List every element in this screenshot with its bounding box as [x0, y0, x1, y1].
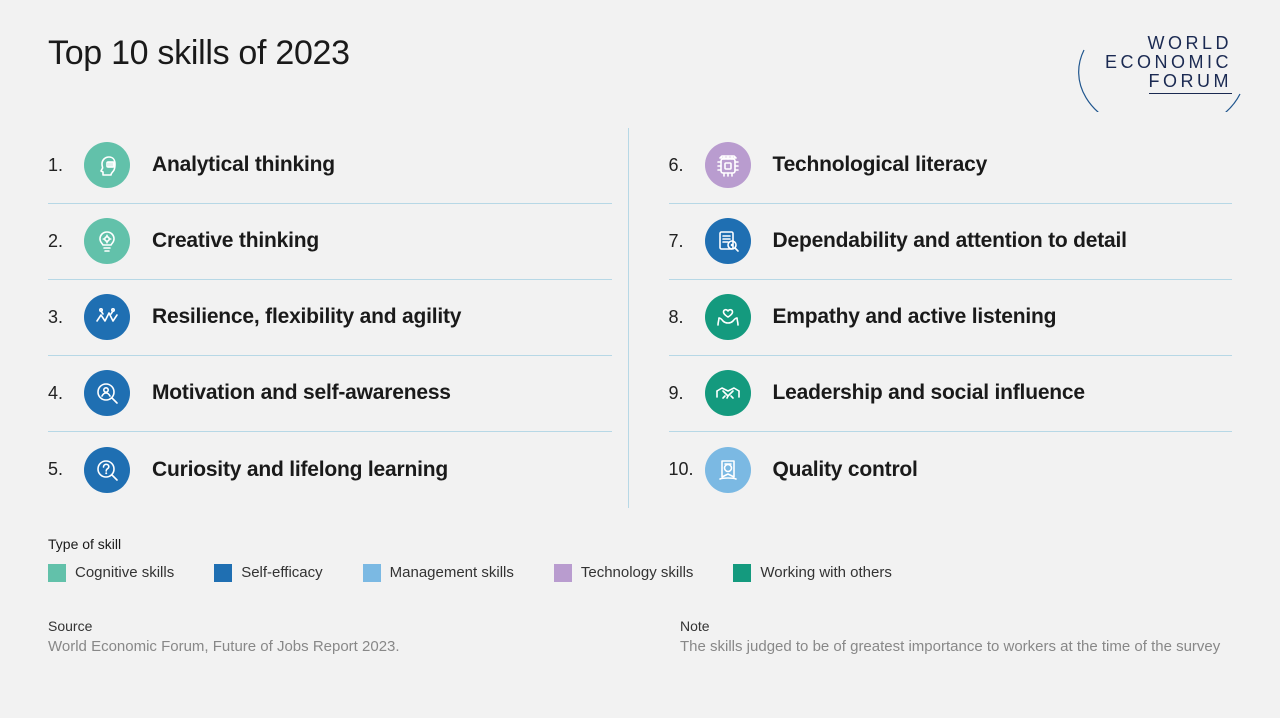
logo-line-2: ECONOMIC — [1092, 53, 1232, 72]
skill-rank: 8. — [669, 307, 705, 328]
legend-label: Working with others — [760, 564, 891, 581]
skill-badge — [705, 294, 751, 340]
skill-label: Resilience, flexibility and agility — [152, 305, 461, 329]
skill-label: Empathy and active listening — [773, 305, 1057, 329]
skill-row: 8. Empathy and active listening — [669, 280, 1233, 356]
skill-row: 3. Resilience, flexibility and agility — [48, 280, 612, 356]
skill-badge — [705, 218, 751, 264]
legend-swatch — [48, 564, 66, 582]
skill-rank: 1. — [48, 155, 84, 176]
footer-source-label: Source — [48, 618, 600, 634]
wef-logo: WORLD ECONOMIC FORUM — [1092, 34, 1232, 94]
footer-source-text: World Economic Forum, Future of Jobs Rep… — [48, 638, 600, 655]
skills-column-right: 6. Technological literacy 7. Dependabili… — [629, 128, 1233, 508]
certificate-icon — [712, 454, 744, 486]
skill-rank: 5. — [48, 459, 84, 480]
skill-badge — [84, 218, 130, 264]
skill-row: 9. Leadership and social influence — [669, 356, 1233, 432]
legend-item: Technology skills — [554, 564, 694, 582]
skill-rank: 9. — [669, 383, 705, 404]
header: Top 10 skills of 2023 WORLD ECONOMIC FOR… — [48, 34, 1232, 94]
legend: Type of skill Cognitive skills Self-effi… — [48, 536, 1232, 582]
legend-label: Management skills — [390, 564, 514, 581]
skills-grid: 1. Analytical thinking 2. Creative think… — [48, 128, 1232, 508]
skill-row: 1. Analytical thinking — [48, 128, 612, 204]
head-icon — [91, 149, 123, 181]
skill-rank: 4. — [48, 383, 84, 404]
skill-rank: 3. — [48, 307, 84, 328]
skill-label: Leadership and social influence — [773, 381, 1085, 405]
person-search-icon — [91, 377, 123, 409]
skill-rank: 6. — [669, 155, 705, 176]
skill-row: 2. Creative thinking — [48, 204, 612, 280]
skill-label: Analytical thinking — [152, 153, 335, 177]
skill-rank: 10. — [669, 459, 705, 480]
legend-title: Type of skill — [48, 536, 1232, 552]
skill-badge — [705, 370, 751, 416]
footer: Source World Economic Forum, Future of J… — [48, 618, 1232, 655]
skill-label: Curiosity and lifelong learning — [152, 458, 448, 482]
skill-badge — [84, 294, 130, 340]
chip-icon — [712, 149, 744, 181]
logo-line-1: WORLD — [1092, 34, 1232, 53]
skill-row: 7. Dependability and attention to detail — [669, 204, 1233, 280]
skill-label: Quality control — [773, 458, 918, 482]
legend-swatch — [554, 564, 572, 582]
infographic-root: Top 10 skills of 2023 WORLD ECONOMIC FOR… — [0, 0, 1280, 718]
logo-line-3: FORUM — [1149, 72, 1233, 94]
skill-row: 5. Curiosity and lifelong learning — [48, 432, 612, 508]
question-icon — [91, 454, 123, 486]
skill-badge — [84, 370, 130, 416]
skill-rank: 2. — [48, 231, 84, 252]
footer-source: Source World Economic Forum, Future of J… — [48, 618, 600, 655]
skill-rank: 7. — [669, 231, 705, 252]
hands-heart-icon — [712, 301, 744, 333]
legend-label: Self-efficacy — [241, 564, 322, 581]
legend-items: Cognitive skills Self-efficacy Managemen… — [48, 564, 1232, 582]
legend-label: Cognitive skills — [75, 564, 174, 581]
legend-item: Management skills — [363, 564, 514, 582]
skill-badge — [705, 447, 751, 493]
skill-row: 4. Motivation and self-awareness — [48, 356, 612, 432]
skill-row: 6. Technological literacy — [669, 128, 1233, 204]
skill-row: 10. Quality control — [669, 432, 1233, 508]
legend-swatch — [733, 564, 751, 582]
handshake-icon — [712, 377, 744, 409]
footer-note-text: The skills judged to be of greatest impo… — [680, 638, 1232, 655]
skill-label: Motivation and self-awareness — [152, 381, 451, 405]
footer-note: Note The skills judged to be of greatest… — [680, 618, 1232, 655]
skill-badge — [84, 142, 130, 188]
legend-item: Cognitive skills — [48, 564, 174, 582]
page-title: Top 10 skills of 2023 — [48, 34, 350, 73]
legend-item: Self-efficacy — [214, 564, 322, 582]
skills-column-left: 1. Analytical thinking 2. Creative think… — [48, 128, 629, 508]
doc-search-icon — [712, 225, 744, 257]
skill-label: Technological literacy — [773, 153, 988, 177]
skill-badge — [84, 447, 130, 493]
skill-label: Creative thinking — [152, 229, 319, 253]
skill-badge — [705, 142, 751, 188]
footer-note-label: Note — [680, 618, 1232, 634]
bounce-icon — [91, 301, 123, 333]
legend-label: Technology skills — [581, 564, 694, 581]
legend-item: Working with others — [733, 564, 891, 582]
legend-swatch — [363, 564, 381, 582]
skill-label: Dependability and attention to detail — [773, 229, 1127, 253]
legend-swatch — [214, 564, 232, 582]
bulb-icon — [91, 225, 123, 257]
